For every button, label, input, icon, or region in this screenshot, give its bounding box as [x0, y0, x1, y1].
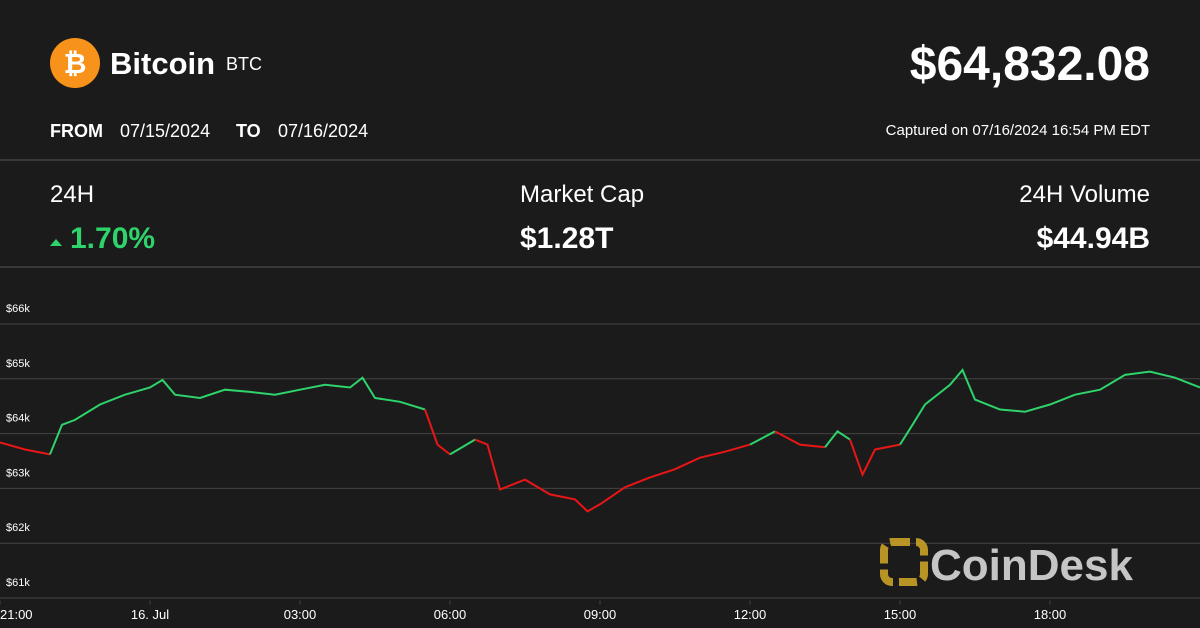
x-tick-label: 21:00: [0, 607, 33, 622]
from-label: FROM: [50, 121, 103, 141]
stat-value: $1.28T: [520, 222, 613, 255]
price-line: [0, 441, 51, 456]
price-line: [849, 439, 901, 478]
price-line: [824, 430, 851, 448]
to-date: 07/16/2024: [278, 121, 368, 141]
y-tick-label: $65k: [6, 358, 30, 370]
x-tick-label: 03:00: [284, 607, 317, 622]
price-line: [49, 376, 426, 455]
x-tick-label: 12:00: [734, 607, 767, 622]
x-tick-label: 16. Jul: [131, 607, 169, 622]
x-tick-label: 18:00: [1034, 607, 1067, 622]
coin-icon: ₿: [50, 38, 100, 88]
captured: Captured on 07/16/2024 16:54 PM EDT: [886, 122, 1150, 139]
x-tick-label: 09:00: [584, 607, 617, 622]
stat-value: 1.70%: [70, 222, 155, 255]
from-date: 07/15/2024: [120, 121, 210, 141]
watermark: CoinDesk: [880, 538, 1133, 590]
price-line: [474, 438, 751, 513]
stat-label: 24H: [50, 181, 94, 208]
plot: $61k $62k $63k $64k $65k $66k 21:00 16. Jul 03:0…: [0, 303, 1200, 622]
price-line: [449, 438, 476, 456]
x-tick-label: 06:00: [434, 607, 467, 622]
to-label: TO: [236, 121, 261, 141]
stat-value: $44.94B: [1037, 222, 1150, 255]
price-line: [899, 368, 1200, 446]
y-tick-label: $62k: [6, 522, 30, 534]
price-line: [749, 430, 776, 446]
stat-label: Market Cap: [520, 181, 644, 208]
y-tick-label: $63k: [6, 467, 30, 479]
up-arrow: [50, 239, 62, 246]
y-tick-label: $64k: [6, 413, 30, 425]
price-line: [774, 430, 826, 449]
watermark-text: CoinDesk: [930, 541, 1133, 590]
y-tick-label: $61k: [6, 577, 30, 589]
coin-symbol: BTC: [226, 54, 262, 74]
price: $64,832.08: [910, 38, 1150, 91]
coin-name: Bitcoin: [110, 46, 215, 81]
x-tick-label: 15:00: [884, 607, 917, 622]
y-tick-label: $66k: [6, 303, 30, 315]
svg-text:₿: ₿: [64, 48, 87, 79]
stat-label: 24H Volume: [1019, 181, 1150, 208]
price-line: [424, 409, 451, 456]
